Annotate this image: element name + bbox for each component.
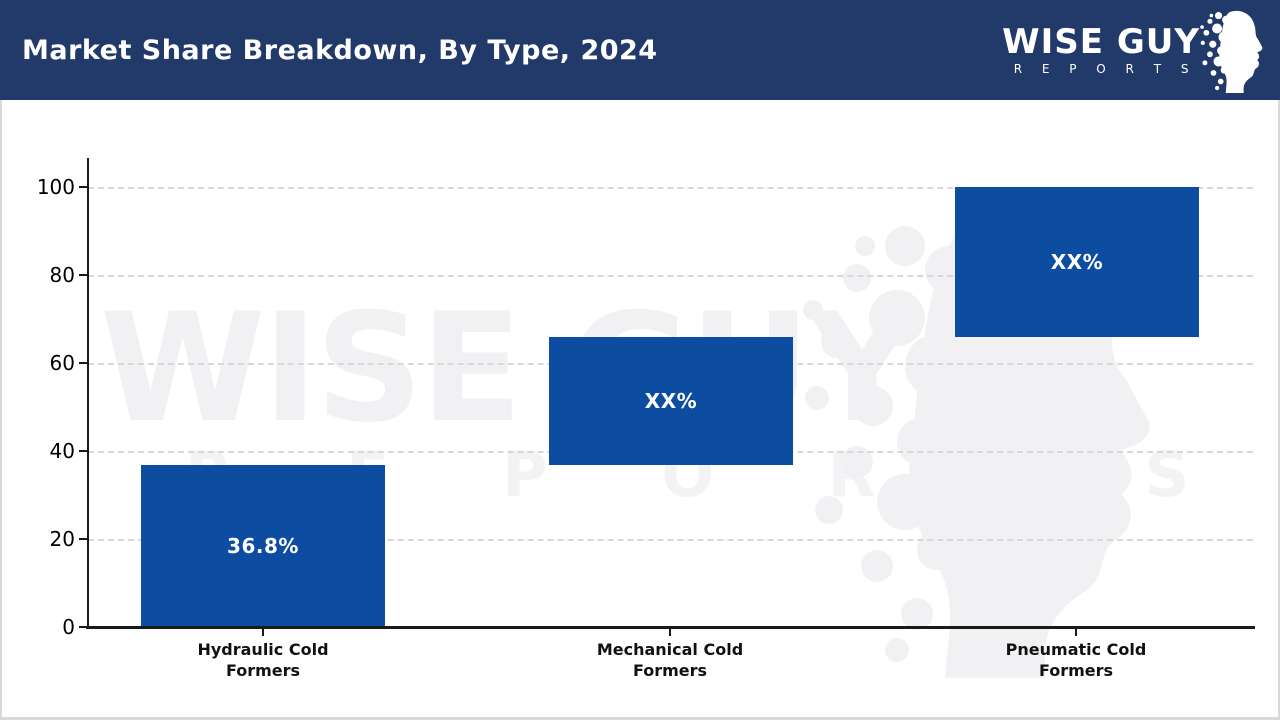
category-label-mechanical: Mechanical Cold Formers [520,639,820,681]
category-label-pneumatic: Pneumatic Cold Formers [926,639,1226,681]
y-axis-label-0: 0 [62,615,75,639]
category-label-line1: Hydraulic Cold [197,640,329,659]
brand-name: WISE GUY [1002,21,1200,62]
x-tick-pneumatic [1075,629,1077,636]
category-label-line1: Mechanical Cold [596,640,744,659]
brand-logo-text: WISE GUY R E P O R T S [1002,25,1200,76]
bar-pneumatic-cold-formers: XX% [955,187,1199,337]
x-tick-hydraulic [262,629,264,636]
y-tick-80 [79,274,88,276]
category-label-line2: Formers [225,661,301,681]
y-axis-label-40: 40 [49,439,75,463]
category-label-line1: Pneumatic Cold [1005,640,1147,659]
bar-hydraulic-cold-formers: 36.8% [141,465,385,627]
gridline-100 [88,187,1253,189]
y-axis-line [87,158,89,629]
bar-mechanical-cold-formers: XX% [549,337,793,465]
x-axis-line [86,626,1255,629]
y-axis-label-60: 60 [49,351,75,375]
category-label-hydraulic: Hydraulic Cold Formers [113,639,413,681]
y-tick-20 [79,538,88,540]
y-axis-label-80: 80 [49,263,75,287]
y-tick-60 [79,362,88,364]
wiseguy-face-icon [1200,10,1263,93]
gridline-20 [88,539,1253,541]
bar-value-label: 36.8% [227,534,299,558]
bar-value-label: XX% [644,389,698,413]
page-title: Market Share Breakdown, By Type, 2024 [22,34,658,66]
bar-value-label: XX% [1050,250,1104,274]
y-tick-0 [79,626,88,628]
x-tick-mechanical [669,629,671,636]
y-axis-label-100: 100 [36,175,75,199]
category-label-line2: Formers [1038,661,1114,681]
category-label-line2: Formers [632,661,708,681]
brand-tagline: R E P O R T S [1013,61,1197,76]
header-bar: Market Share Breakdown, By Type, 2024 WI… [0,0,1280,100]
gridline-80 [88,275,1253,277]
y-axis-label-20: 20 [49,527,75,551]
y-tick-40 [79,450,88,452]
brand-logo: WISE GUY R E P O R T S [1002,6,1266,94]
y-tick-100 [79,186,88,188]
